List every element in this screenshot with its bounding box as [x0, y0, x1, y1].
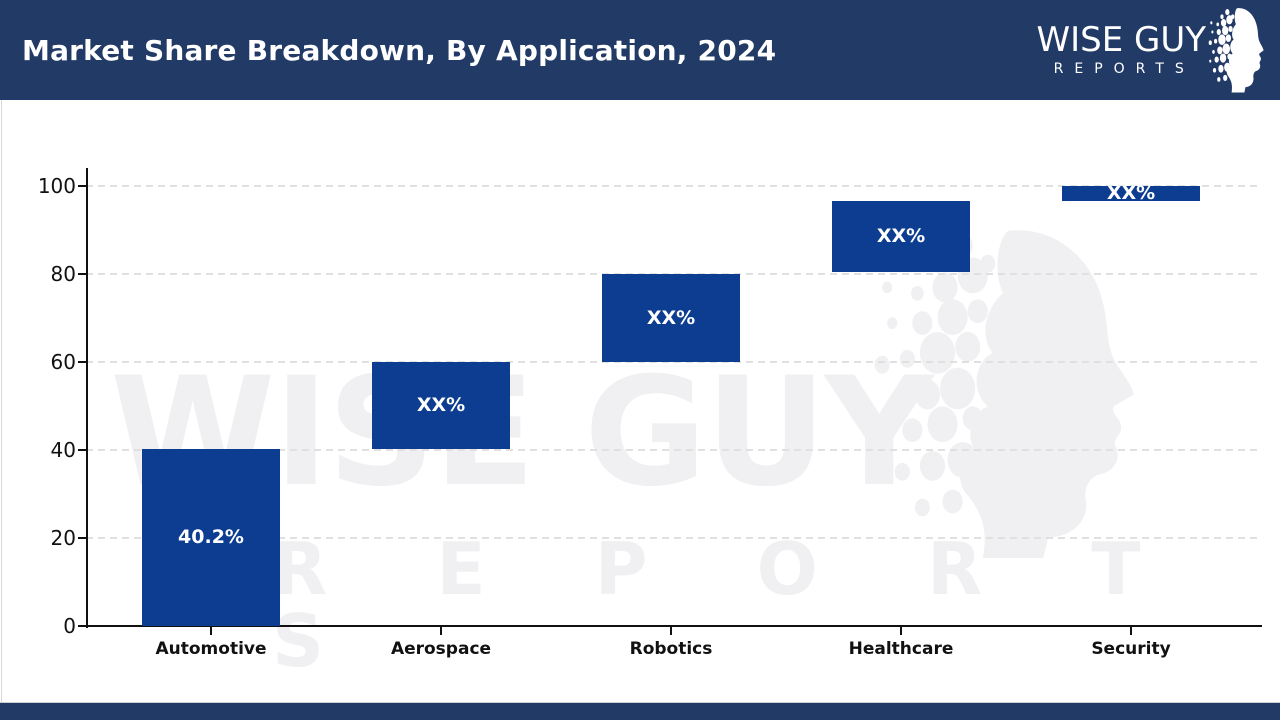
y-tick-mark [78, 449, 86, 451]
bar-value-label: XX% [876, 224, 926, 247]
x-tick-mark [670, 627, 672, 635]
y-tick-mark [78, 537, 86, 539]
logo-subtitle: REPORTS [1053, 61, 1195, 77]
gridline [86, 361, 1262, 363]
gridline [86, 185, 1262, 187]
gridline [86, 449, 1262, 451]
logo-text: WISE GUY REPORTS [1036, 23, 1206, 77]
bar: XX% [1062, 181, 1200, 204]
x-tick-label: Robotics [629, 639, 713, 659]
y-tick-label: 80 [50, 262, 76, 286]
page-title: Market Share Breakdown, By Application, … [22, 33, 777, 67]
x-tick-label: Healthcare [848, 639, 954, 659]
gridline [86, 537, 1262, 539]
y-tick-mark [78, 361, 86, 363]
bar: 40.2% [142, 449, 280, 626]
window-edge-left [1, 100, 2, 713]
y-tick-mark [78, 185, 86, 187]
bar-value-label: XX% [1106, 181, 1156, 204]
x-tick-mark [210, 627, 212, 635]
y-tick-label: 20 [50, 526, 76, 550]
y-tick-label: 40 [50, 438, 76, 462]
bar-value-label: 40.2% [178, 526, 244, 549]
y-axis-spine [86, 168, 88, 628]
x-axis-spine [86, 625, 1262, 627]
y-tick-mark [78, 273, 86, 275]
bar-value-label: XX% [416, 394, 466, 417]
y-tick-label: 0 [63, 614, 76, 638]
bar: XX% [602, 274, 740, 362]
x-tick-mark [900, 627, 902, 635]
bar: XX% [832, 200, 970, 272]
dotted-head-icon [1208, 8, 1264, 93]
bar: XX% [372, 362, 510, 450]
header-bar: Market Share Breakdown, By Application, … [0, 0, 1280, 100]
wise-guy-reports-logo: WISE GUY REPORTS [1036, 6, 1270, 94]
y-tick-label: 60 [50, 350, 76, 374]
y-tick-mark [78, 625, 86, 627]
x-tick-label: Security [1091, 639, 1171, 659]
x-tick-label: Aerospace [390, 639, 492, 659]
logo-wordmark: WISE GUY [1036, 20, 1206, 60]
bar-value-label: XX% [646, 306, 696, 329]
x-tick-mark [440, 627, 442, 635]
footer-bar [0, 702, 1280, 720]
x-tick-label: Automotive [155, 639, 267, 659]
x-tick-mark [1130, 627, 1132, 635]
y-tick-label: 100 [37, 174, 76, 198]
